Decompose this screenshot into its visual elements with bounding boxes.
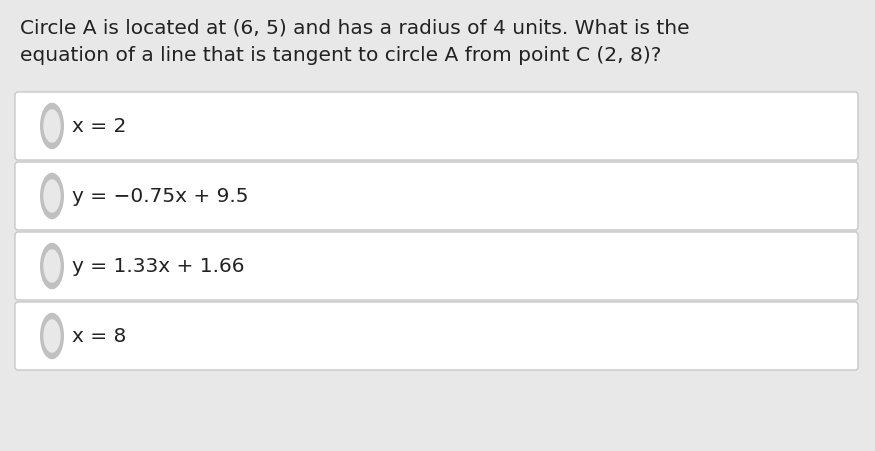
Text: y = 1.33x + 1.66: y = 1.33x + 1.66 xyxy=(72,257,244,276)
Text: x = 8: x = 8 xyxy=(72,327,126,345)
Text: y = −0.75x + 9.5: y = −0.75x + 9.5 xyxy=(72,187,248,206)
Text: equation of a line that is tangent to circle A from point C (2, 8)?: equation of a line that is tangent to ci… xyxy=(20,46,662,65)
Ellipse shape xyxy=(40,243,64,289)
Ellipse shape xyxy=(40,313,64,359)
Ellipse shape xyxy=(40,103,64,149)
Ellipse shape xyxy=(44,109,60,143)
FancyBboxPatch shape xyxy=(15,162,858,230)
Ellipse shape xyxy=(40,173,64,219)
Text: x = 2: x = 2 xyxy=(72,116,126,135)
FancyBboxPatch shape xyxy=(15,302,858,370)
FancyBboxPatch shape xyxy=(15,92,858,160)
FancyBboxPatch shape xyxy=(15,232,858,300)
Ellipse shape xyxy=(44,249,60,283)
Text: Circle A is located at (6, 5) and has a radius of 4 units. What is the: Circle A is located at (6, 5) and has a … xyxy=(20,18,690,37)
Ellipse shape xyxy=(44,319,60,353)
Ellipse shape xyxy=(44,179,60,213)
